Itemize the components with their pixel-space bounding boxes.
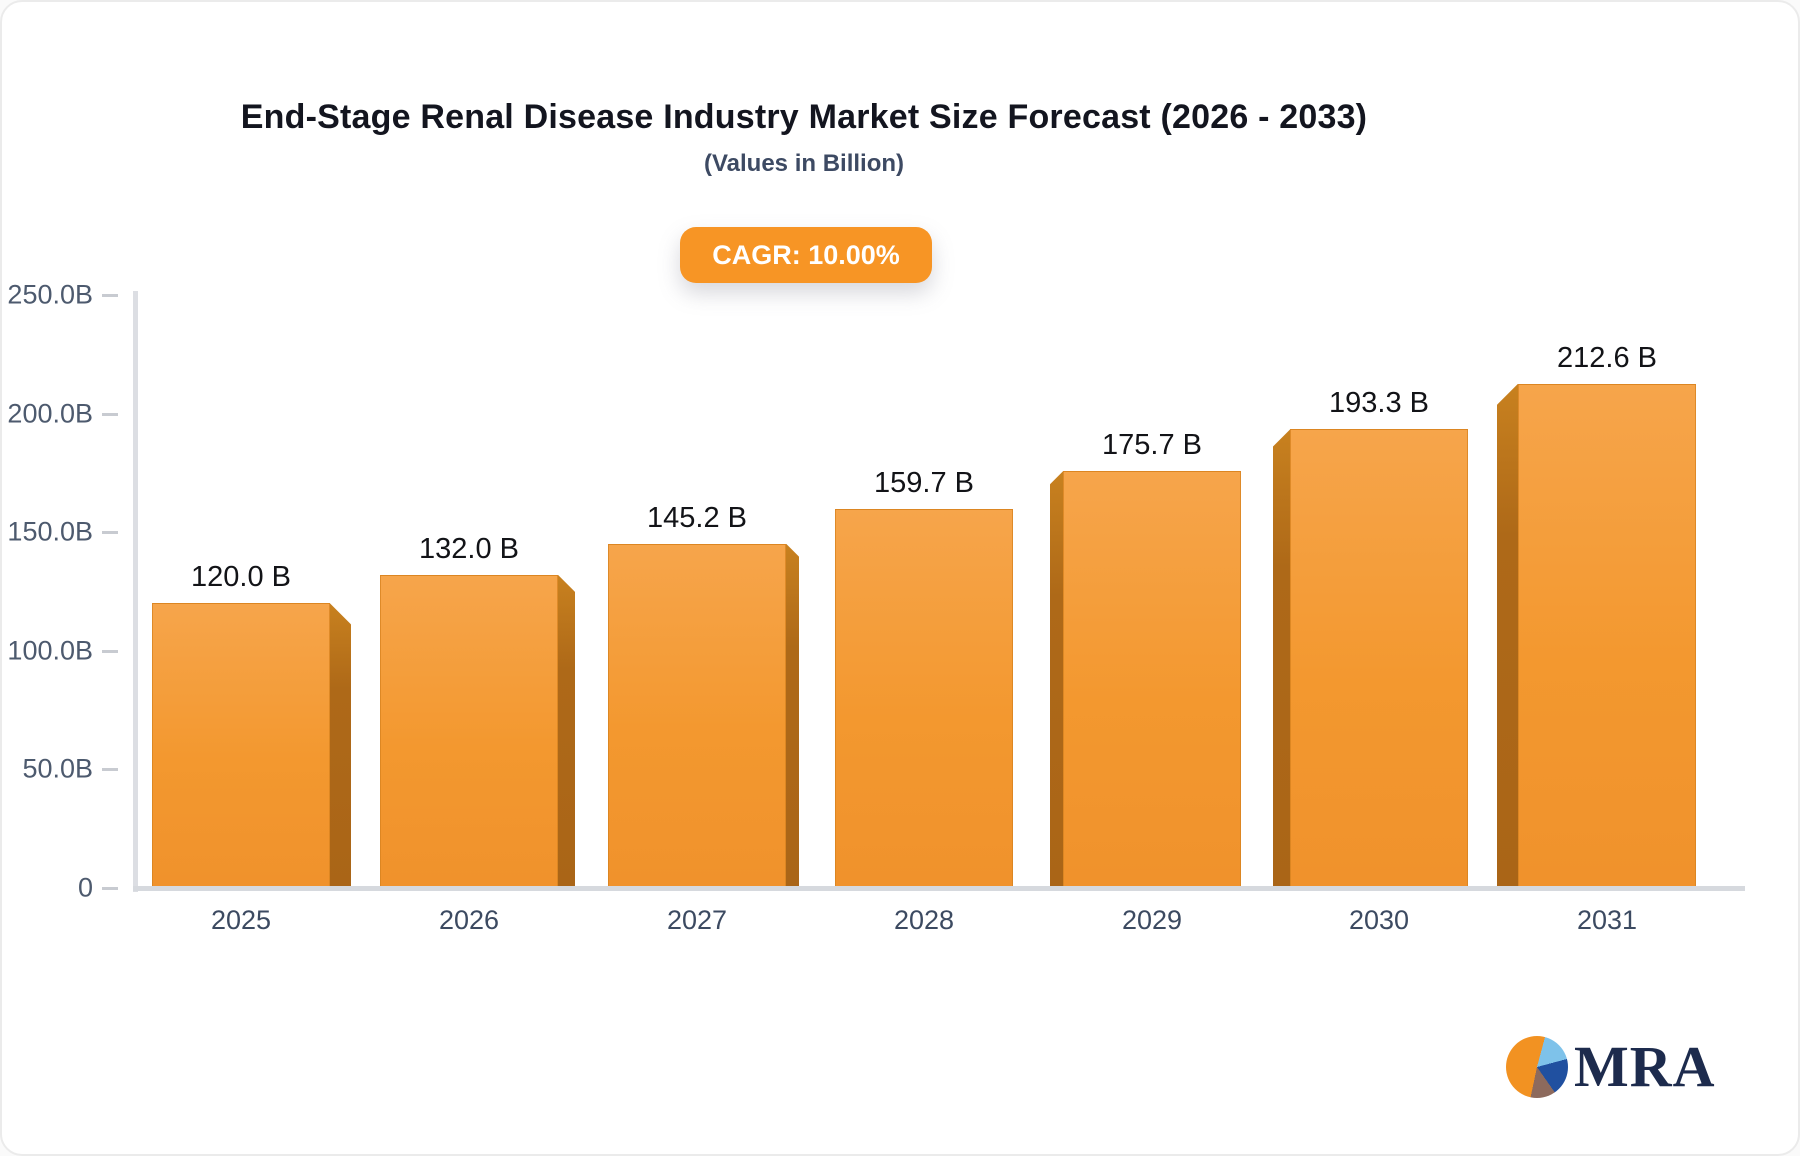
logo-text: MRA (1574, 1034, 1716, 1099)
chart-subtitle: (Values in Billion) (703, 150, 905, 177)
x-tick-label: 2030 (1348, 905, 1410, 935)
y-axis (133, 291, 138, 892)
bar-value-label: 212.6 B (1557, 341, 1657, 374)
bar-value-label: 145.2 B (647, 501, 747, 534)
x-tick-label: 2025 (210, 905, 272, 935)
x-tick-label: 2026 (438, 905, 500, 935)
y-tick-mark (102, 649, 118, 653)
y-tick-mark (102, 412, 118, 416)
bar-2026 (380, 574, 558, 888)
y-tick-label: 250.0B (7, 279, 93, 310)
pie-chart-logo-icon (1506, 1036, 1568, 1098)
y-tick-mark (102, 531, 118, 535)
y-tick-label: 200.0B (7, 398, 93, 429)
y-tick-label: 50.0B (22, 753, 93, 784)
y-tick-label: 150.0B (7, 516, 93, 547)
bar-side-shadow (786, 543, 799, 888)
bar-2030 (1290, 429, 1468, 888)
bar-side-shadow (330, 603, 351, 888)
chart-title: End-Stage Renal Disease Industry Market … (240, 98, 1368, 136)
bar-value-label: 132.0 B (419, 532, 519, 565)
brand-logo: MRA (1506, 1036, 1716, 1098)
bar-2031 (1518, 383, 1696, 888)
bar-2025 (152, 603, 330, 888)
bar-2029 (1063, 471, 1241, 888)
bar-value-label: 193.3 B (1329, 387, 1429, 420)
x-tick-label: 2027 (666, 905, 728, 935)
y-tick-mark (102, 887, 118, 890)
x-tick-label: 2029 (1121, 905, 1183, 935)
bar-side-shadow (558, 574, 575, 888)
bar-value-label: 120.0 B (191, 561, 291, 594)
bar-value-label: 175.7 B (1102, 429, 1202, 462)
bar-2027 (608, 543, 786, 888)
x-tick-label: 2031 (1576, 905, 1638, 935)
bar-2028 (835, 509, 1013, 888)
y-tick-mark (102, 768, 118, 772)
y-tick-label: 100.0B (7, 635, 93, 666)
x-axis (133, 886, 1745, 891)
bar-side-shadow (1050, 471, 1063, 888)
x-tick-label: 2028 (893, 905, 955, 935)
bar-side-shadow (1497, 383, 1518, 888)
bar-value-label: 159.7 B (874, 467, 974, 500)
bar-side-shadow (1273, 429, 1290, 888)
cagr-badge-label: CAGR: 10.00% (712, 239, 900, 270)
cagr-badge: CAGR: 10.00% (680, 227, 932, 283)
y-tick-label: 0 (77, 872, 93, 903)
y-tick-mark (102, 294, 118, 297)
